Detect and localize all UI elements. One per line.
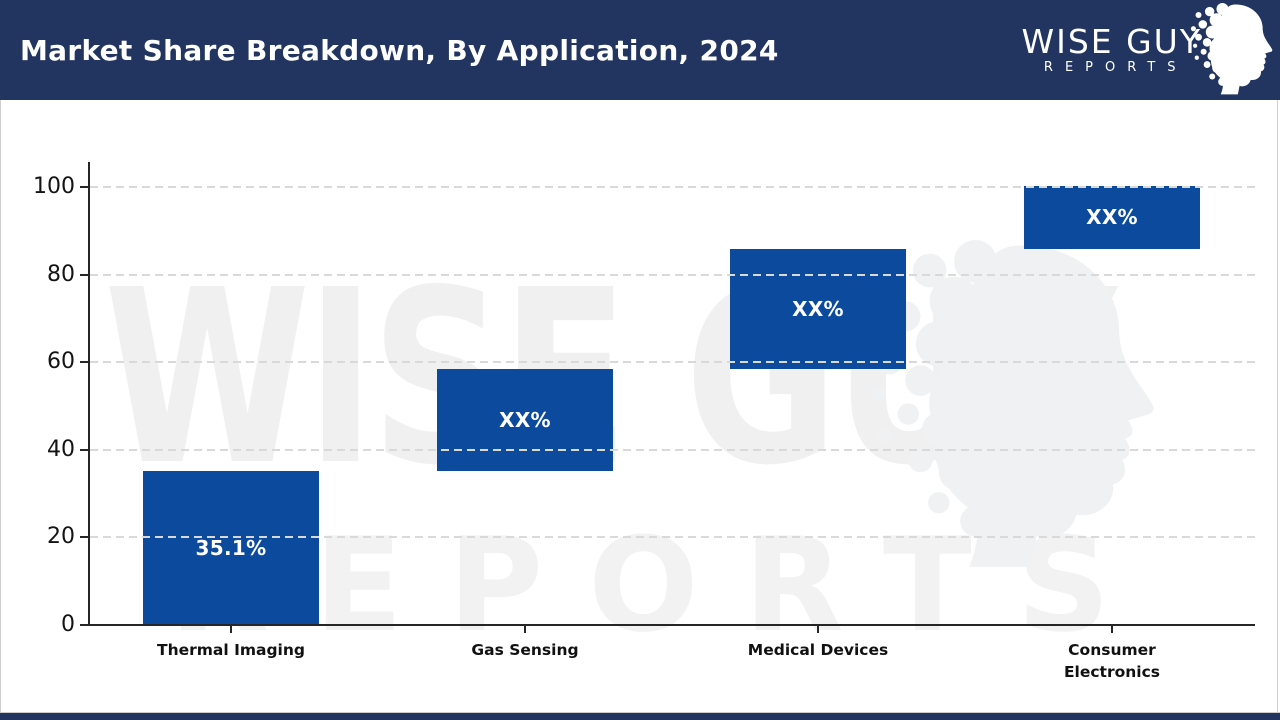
wise-guy-logo: WISE GUY REPORTS: [1021, 3, 1274, 97]
y-tick-mark: [80, 361, 88, 364]
logo-wordmark: WISE GUY: [1021, 22, 1202, 62]
plot: 0 20 40 60 80 100 35.1% Thermal Imaging XX% Gas S…: [1, 100, 1277, 713]
x-axis: [88, 624, 1255, 626]
header-bar: Market Share Breakdown, By Application, …: [0, 0, 1280, 100]
y-tick-mark: [80, 448, 88, 451]
y-tick-label: 40: [47, 436, 75, 462]
y-tick-mark: [80, 624, 88, 626]
bar-value-label: XX%: [499, 408, 551, 432]
bar-segment: XX%: [730, 249, 906, 369]
x-tick-mark: [524, 626, 526, 633]
bar-segment: 35.1%: [143, 471, 319, 625]
gridline: [90, 186, 1255, 188]
x-tick-mark: [817, 626, 819, 633]
bar-segment: XX%: [1024, 185, 1200, 250]
gridline: [90, 536, 1255, 539]
x-tick-label: Gas Sensing: [471, 641, 579, 659]
watermark-reports: REPORTS: [169, 509, 1156, 661]
y-tick-label: 60: [47, 349, 75, 375]
chart-title: Market Share Breakdown, By Application, …: [20, 33, 779, 67]
bar-value-label: 35.1%: [195, 536, 267, 561]
y-tick-mark: [80, 536, 88, 539]
gridline: [90, 273, 1255, 276]
y-axis: [88, 162, 90, 626]
logo-subtitle: REPORTS: [1043, 59, 1188, 75]
y-tick-label: 20: [47, 524, 75, 550]
gridline: [90, 448, 1255, 451]
y-tick-mark: [80, 273, 88, 276]
x-tick-mark: [230, 626, 232, 633]
chart-area: WISE GUY REPORTS 0 20 40 60 80 100 35.1% Therma…: [0, 100, 1278, 713]
y-tick-mark: [80, 186, 88, 188]
logo-text: WISE GUY REPORTS: [1021, 25, 1202, 75]
bar-segment: XX%: [437, 368, 613, 472]
bar-value-label: XX%: [1086, 205, 1138, 230]
x-tick-mark: [1111, 626, 1113, 633]
y-tick-label: 0: [61, 612, 75, 637]
x-tick-label: Consumer Electronics: [1063, 641, 1161, 681]
bottom-accent-bar: [0, 712, 1280, 720]
y-tick-label: 100: [33, 174, 75, 199]
x-tick-label: Medical Devices: [747, 641, 889, 659]
x-tick-label: Thermal Imaging: [157, 641, 305, 659]
y-tick-label: 80: [47, 261, 75, 287]
bar-value-label: XX%: [792, 296, 844, 321]
gridline: [90, 361, 1255, 364]
